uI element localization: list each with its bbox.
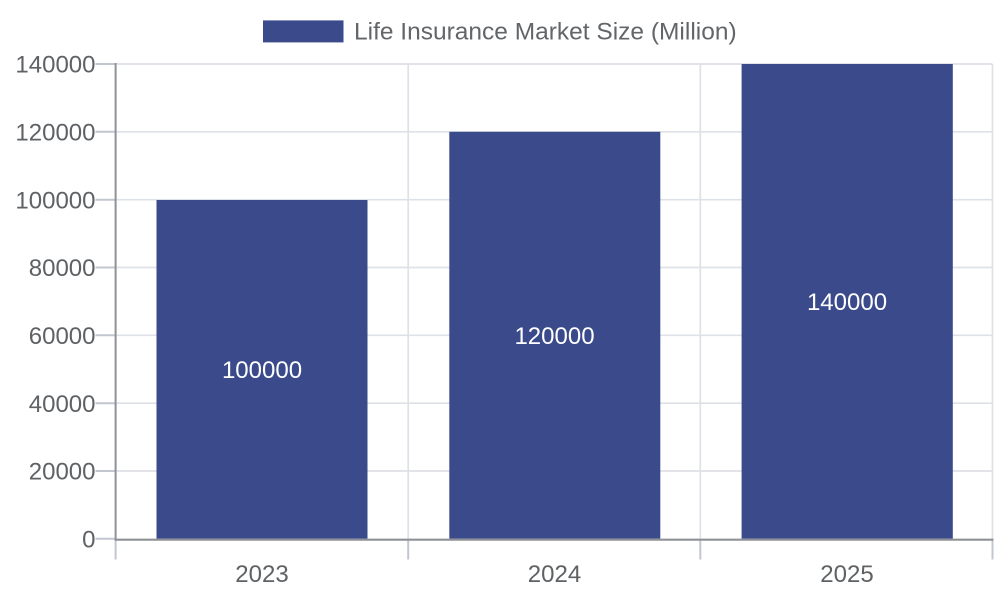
svg-text:40000: 40000 — [29, 391, 96, 418]
svg-text:20000: 20000 — [29, 459, 96, 486]
svg-text:120000: 120000 — [514, 323, 594, 350]
svg-text:0: 0 — [82, 527, 95, 554]
svg-text:Life Insurance Market Size (Mi: Life Insurance Market Size (Million) — [354, 19, 737, 46]
svg-text:100000: 100000 — [222, 357, 302, 384]
svg-text:80000: 80000 — [29, 255, 96, 282]
svg-text:140000: 140000 — [15, 52, 95, 79]
svg-text:2023: 2023 — [235, 561, 288, 588]
svg-text:100000: 100000 — [15, 187, 95, 214]
svg-text:2025: 2025 — [820, 561, 873, 588]
svg-text:120000: 120000 — [15, 120, 95, 147]
svg-text:2024: 2024 — [528, 561, 581, 588]
svg-text:60000: 60000 — [29, 323, 96, 350]
svg-text:140000: 140000 — [807, 289, 887, 316]
